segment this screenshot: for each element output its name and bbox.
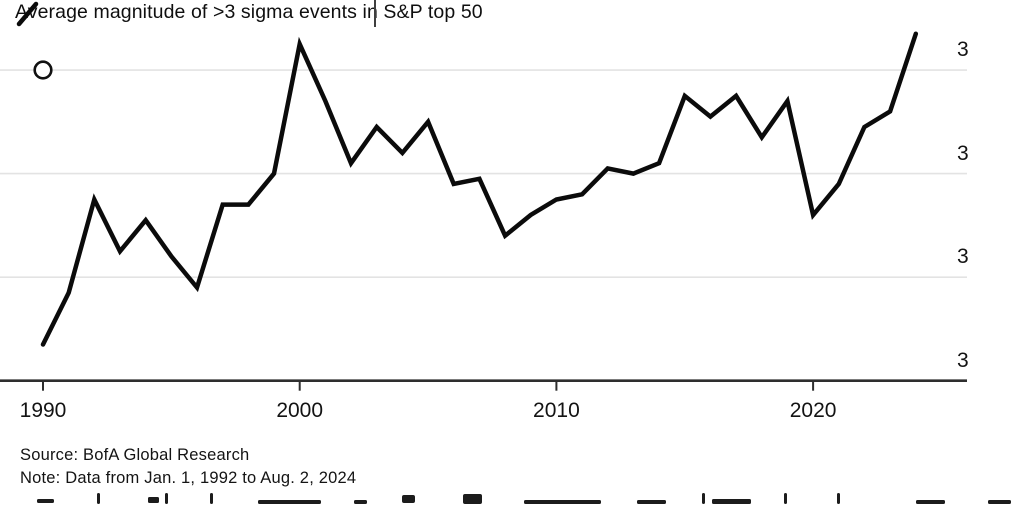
x-tick-label: 2010 [533, 399, 580, 422]
x-tick-label: 2020 [789, 399, 837, 422]
x-tick-label: 2000 [276, 399, 324, 422]
x-tick-label: 1990 [19, 399, 67, 422]
line-swatch-icon [16, 1, 39, 27]
text-cursor [374, 0, 376, 27]
y-tick-label-truncated: 3 [957, 348, 969, 371]
y-tick-label-truncated: 3 [957, 38, 969, 61]
chart-header: Average magnitude of >3 sigma events in … [15, 1, 483, 27]
data-line [40, 31, 919, 347]
open-circle-marker [33, 60, 53, 80]
x-axis-ticks [42, 381, 815, 391]
source-text: Source: BofA Global Research [20, 446, 250, 464]
chart-title: Average magnitude of >3 sigma events in … [15, 1, 483, 23]
y-tick-label-truncated: 3 [957, 245, 969, 268]
note-text: Note: Data from Jan. 1, 1992 to Aug. 2, … [20, 469, 357, 487]
y-tick-label-truncated: 3 [957, 141, 969, 164]
